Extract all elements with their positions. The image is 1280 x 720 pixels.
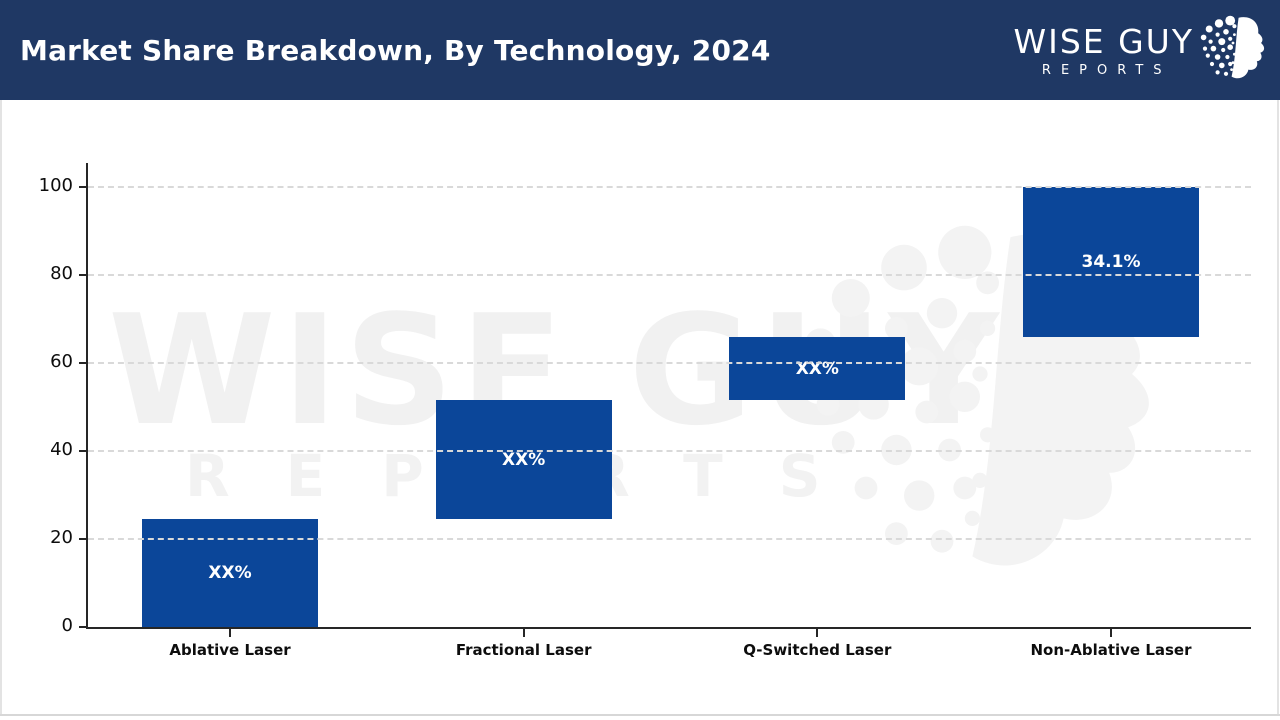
logo-wordmark: WISE GUY bbox=[1013, 22, 1194, 61]
bar-value-label: 34.1% bbox=[1081, 252, 1141, 273]
bar-ablative-laser: XX% bbox=[142, 519, 318, 627]
gridline-y-40 bbox=[88, 450, 1251, 452]
bar-value-label: XX% bbox=[502, 449, 546, 470]
y-tick-mark bbox=[79, 186, 87, 188]
x-tick-mark bbox=[1110, 629, 1112, 637]
header-bar: Market Share Breakdown, By Technology, 2… bbox=[0, 0, 1280, 100]
x-axis-line bbox=[86, 627, 1251, 629]
chart-plot-area: XX% XX% XX% 34.1% 0 20 40 60 80 100 Ablative Laser… bbox=[0, 100, 1280, 720]
bar-q-switched-laser: XX% bbox=[729, 337, 906, 401]
gridline-y-80 bbox=[88, 274, 1251, 276]
x-tick-mark bbox=[816, 629, 819, 637]
x-axis-label: Fractional Laser bbox=[455, 641, 592, 659]
wiseguy-face-icon bbox=[1200, 15, 1265, 79]
bar-value-label: XX% bbox=[208, 563, 252, 584]
bar-non-ablative-laser: 34.1% bbox=[1023, 187, 1199, 338]
y-tick-label: 80 bbox=[50, 263, 73, 284]
y-tick-label: 40 bbox=[50, 439, 73, 460]
y-tick-mark bbox=[79, 626, 87, 628]
chart-border-right bbox=[1277, 100, 1279, 714]
y-tick-mark bbox=[79, 362, 87, 364]
bar-fractional-laser: XX% bbox=[435, 400, 612, 520]
y-axis-line bbox=[86, 163, 88, 629]
chart-border-bottom bbox=[0, 714, 1280, 716]
y-tick-mark bbox=[79, 274, 87, 276]
x-axis-label: Non-Ablative Laser bbox=[1030, 641, 1192, 659]
chart-border-left bbox=[0, 100, 2, 714]
y-tick-label: 100 bbox=[38, 175, 73, 196]
x-axis-label: Ablative Laser bbox=[169, 641, 291, 659]
y-tick-label: 60 bbox=[50, 351, 73, 372]
page-title: Market Share Breakdown, By Technology, 2… bbox=[20, 33, 771, 67]
x-tick-mark bbox=[229, 629, 231, 637]
y-tick-mark bbox=[79, 450, 87, 452]
y-tick-mark bbox=[79, 538, 87, 540]
gridline-y-20 bbox=[88, 538, 1251, 540]
x-tick-mark bbox=[522, 629, 525, 637]
wiseguy-logo-text: WISE GUY REPORTS bbox=[1013, 22, 1194, 78]
y-tick-label: 20 bbox=[50, 527, 73, 548]
wiseguy-logo: WISE GUY REPORTS bbox=[1013, 6, 1268, 94]
y-tick-label: 0 bbox=[61, 615, 73, 636]
gridline-y-100 bbox=[88, 186, 1251, 188]
x-axis-label: Q-Switched Laser bbox=[743, 641, 892, 659]
logo-subtitle: REPORTS bbox=[1041, 63, 1172, 78]
gridline-y-60 bbox=[88, 362, 1251, 364]
